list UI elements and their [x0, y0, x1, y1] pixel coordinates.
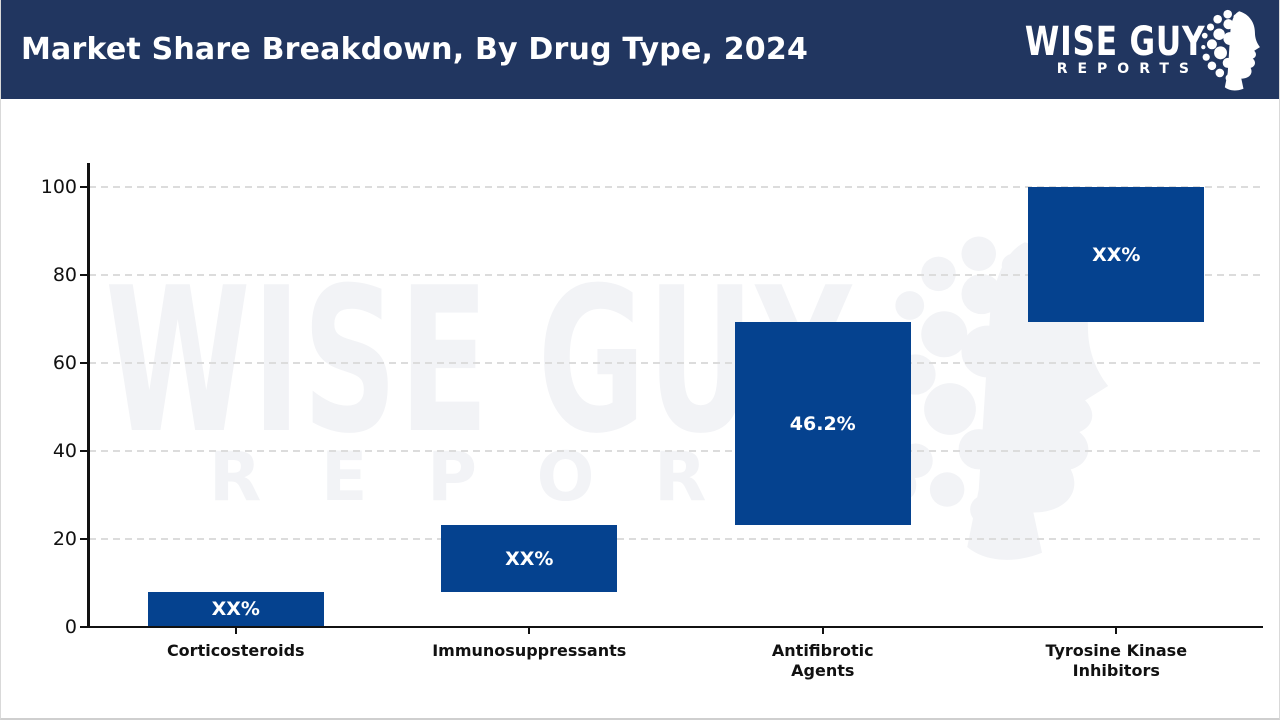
y-tick-label-100: 100	[40, 176, 77, 199]
category-label-line: Antifibrotic	[771, 641, 874, 660]
gridline-100	[89, 186, 1263, 189]
category-label-line: Corticosteroids	[166, 641, 305, 660]
bar-value-label: XX%	[211, 598, 260, 621]
bar-corticosteroids: XX%	[147, 591, 324, 627]
y-tick-mark	[80, 362, 88, 365]
category-label-line: Immunosuppressants	[432, 641, 627, 660]
bar-value-label: 46.2%	[789, 412, 856, 435]
y-tick-mark	[80, 450, 88, 453]
logo-wordmark: WISE GUY	[1024, 19, 1205, 65]
bar-value-label: XX%	[505, 547, 554, 570]
y-tick-label-20: 20	[52, 528, 77, 551]
x-tick-mark	[1115, 627, 1118, 634]
gridline-60	[89, 362, 1263, 365]
watermark-wordmark: WISE GUY	[105, 245, 853, 478]
bar-value-label: XX%	[1092, 243, 1141, 266]
x-tick-mark	[528, 627, 531, 634]
y-tick-mark	[80, 538, 88, 541]
gridline-40	[89, 450, 1263, 453]
gridline-20	[89, 538, 1263, 541]
y-tick-label-40: 40	[52, 440, 77, 463]
logo-subtext: REPORTS	[1056, 61, 1199, 77]
category-label-antifibrotic-agents: Antifibrotic Agents	[713, 641, 933, 681]
plot-area: XX% XX% 46.2% XX%	[89, 163, 1263, 627]
category-label-immunosuppressants: Immunosuppressants	[419, 641, 639, 661]
chart-title: Market Share Breakdown, By Drug Type, 20…	[21, 32, 809, 67]
y-tick-label-60: 60	[52, 352, 77, 375]
y-tick-mark	[80, 186, 88, 189]
y-tick-label-80: 80	[52, 264, 77, 287]
y-tick-mark	[80, 274, 88, 277]
wise-guy-logo: WISE GUY REPORTS	[1021, 0, 1271, 99]
gridline-80	[89, 274, 1263, 277]
bar-immunosuppressants: XX%	[441, 525, 618, 592]
bar-tyrosine-kinase-inhibitors: XX%	[1028, 187, 1205, 323]
category-label-line: Inhibitors	[1072, 661, 1160, 680]
bar-antifibrotic-agents: 46.2%	[734, 322, 911, 526]
category-label-line: Tyrosine Kinase	[1045, 641, 1188, 660]
x-axis-line	[87, 625, 1263, 628]
y-axis-line	[87, 163, 90, 628]
category-label-corticosteroids: Corticosteroids	[126, 641, 346, 661]
category-label-line: Agents	[791, 661, 855, 680]
y-tick-mark	[80, 626, 88, 628]
y-tick-label-0: 0	[64, 616, 77, 638]
dotted-head-icon	[1195, 7, 1269, 93]
header-band: Market Share Breakdown, By Drug Type, 20…	[1, 0, 1279, 99]
x-tick-mark	[821, 627, 824, 634]
category-label-tyrosine-kinase-inhibitors: Tyrosine Kinase Inhibitors	[1006, 641, 1226, 681]
x-tick-mark	[234, 627, 237, 634]
